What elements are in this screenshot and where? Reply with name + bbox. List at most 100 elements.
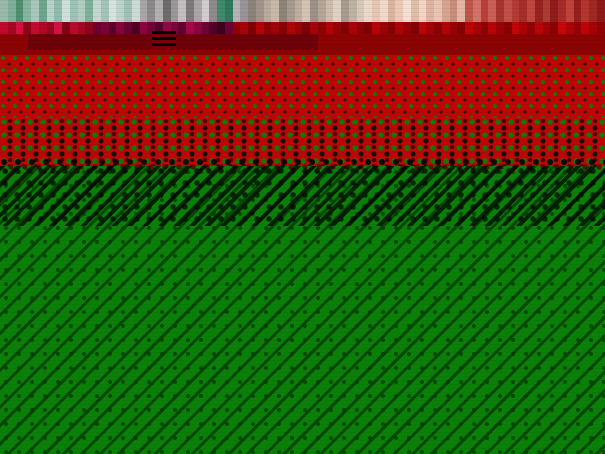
photo-mosaic-dark-tile (573, 22, 582, 34)
photo-mosaic-tile (263, 0, 272, 22)
photo-mosaic-tile (100, 0, 109, 22)
green-sparse-dither-overlay (0, 166, 605, 454)
photo-mosaic-dark-tile (558, 22, 566, 34)
photo-mosaic-dark-tile (434, 22, 442, 34)
photo-mosaic-dark-tile (496, 22, 504, 34)
photo-mosaic-dark-tile (333, 22, 341, 34)
photo-mosaic-tile (108, 0, 117, 22)
photo-mosaic-dark-tile (356, 22, 365, 34)
photo-mosaic-tile (279, 0, 287, 22)
photo-mosaic-tile (325, 0, 334, 22)
red-dense-dither-overlay (0, 55, 605, 118)
photo-mosaic-tile (511, 0, 520, 22)
photo-mosaic-dark-tile (348, 22, 357, 34)
photo-mosaic-tile (85, 0, 93, 22)
photo-mosaic-dark-tile (286, 22, 295, 34)
photo-mosaic-strip (0, 0, 605, 22)
photo-mosaic-tile (395, 0, 403, 22)
photo-mosaic-tile (341, 0, 349, 22)
photo-mosaic-dark-tile (379, 22, 388, 34)
photo-mosaic-dark-tile (310, 22, 318, 34)
photo-mosaic-dark-tile (155, 22, 163, 34)
photo-mosaic-dark-tile (581, 22, 589, 34)
photo-mosaic-dark-tile (364, 22, 372, 34)
photo-mosaic-dark-tile (147, 22, 155, 34)
photo-mosaic-tile (387, 0, 396, 22)
photo-mosaic-dark-tile (93, 22, 101, 34)
photo-mosaic-tile (155, 0, 163, 22)
photo-mosaic-dark-tile (410, 22, 419, 34)
photo-mosaic-strip-dark (0, 22, 605, 34)
photo-mosaic-tile (178, 0, 186, 22)
photo-mosaic-tile (519, 0, 527, 22)
photo-mosaic-tile (240, 0, 248, 22)
photo-mosaic-tile (418, 0, 427, 22)
photo-mosaic-tile (77, 0, 86, 22)
photo-mosaic-tile (542, 0, 551, 22)
photo-mosaic-dark-tile (69, 22, 78, 34)
photo-mosaic-dark-tile (387, 22, 396, 34)
photo-mosaic-dark-tile (38, 22, 47, 34)
photo-mosaic-tile (434, 0, 442, 22)
photo-mosaic-tile (224, 0, 233, 22)
photo-mosaic-tile (255, 0, 264, 22)
photo-mosaic-tile (465, 0, 473, 22)
photo-mosaic-dark-tile (15, 22, 24, 34)
photo-mosaic-dark-tile (77, 22, 86, 34)
photo-mosaic-dark-tile (240, 22, 248, 34)
photo-mosaic-dark-tile (511, 22, 520, 34)
photo-mosaic-dark-tile (248, 22, 256, 34)
photo-mosaic-tile (372, 0, 380, 22)
photo-mosaic-tile (356, 0, 365, 22)
photo-mosaic-tile (310, 0, 318, 22)
photo-mosaic-tile (271, 0, 279, 22)
photo-mosaic-dark-tile (596, 22, 605, 34)
photo-mosaic-dark-tile (426, 22, 434, 34)
photo-mosaic-tile (503, 0, 512, 22)
photo-mosaic-dark-tile (116, 22, 124, 34)
photo-mosaic-dark-tile (224, 22, 233, 34)
black-stripe-glitch-block (152, 31, 176, 49)
photo-mosaic-tile (403, 0, 411, 22)
photo-mosaic-dark-tile (527, 22, 535, 34)
photo-mosaic-dark-tile (317, 22, 326, 34)
photo-mosaic-dark-tile (31, 22, 39, 34)
photo-mosaic-dark-tile (139, 22, 148, 34)
photo-mosaic-tile (124, 0, 132, 22)
photo-mosaic-dark-tile (418, 22, 427, 34)
photo-mosaic-tile (573, 0, 582, 22)
photo-mosaic-dark-tile (170, 22, 179, 34)
photo-mosaic-tile (286, 0, 295, 22)
photo-mosaic-tile (162, 0, 171, 22)
photo-mosaic-dark-tile (403, 22, 411, 34)
photo-mosaic-tile (558, 0, 566, 22)
photo-mosaic-tile (217, 0, 225, 22)
photo-mosaic-dark-tile (0, 22, 8, 34)
photo-mosaic-tile (441, 0, 450, 22)
photo-mosaic-tile (38, 0, 47, 22)
photo-mosaic-tile (15, 0, 24, 22)
photo-mosaic-tile (379, 0, 388, 22)
photo-mosaic-tile (209, 0, 217, 22)
photo-mosaic-tile (581, 0, 589, 22)
photo-mosaic-dark-tile (589, 22, 597, 34)
photo-mosaic-dark-tile (46, 22, 55, 34)
photo-mosaic-dark-tile (519, 22, 527, 34)
photo-mosaic-dark-tile (62, 22, 70, 34)
photo-mosaic-dark-tile (565, 22, 574, 34)
photo-mosaic-dark-tile (186, 22, 194, 34)
photo-mosaic-dark-tile (341, 22, 349, 34)
photo-mosaic-dark-tile (100, 22, 109, 34)
photo-mosaic-tile (7, 0, 16, 22)
photo-mosaic-dark-tile (23, 22, 31, 34)
photo-mosaic-dark-tile (294, 22, 303, 34)
photo-mosaic-tile (201, 0, 210, 22)
photo-mosaic-dark-tile (441, 22, 450, 34)
photo-mosaic-tile (93, 0, 101, 22)
photo-mosaic-tile (62, 0, 70, 22)
photo-mosaic-dark-tile (542, 22, 551, 34)
photo-mosaic-tile (449, 0, 458, 22)
photo-mosaic-dark-tile (550, 22, 558, 34)
photo-mosaic-dark-tile (472, 22, 481, 34)
